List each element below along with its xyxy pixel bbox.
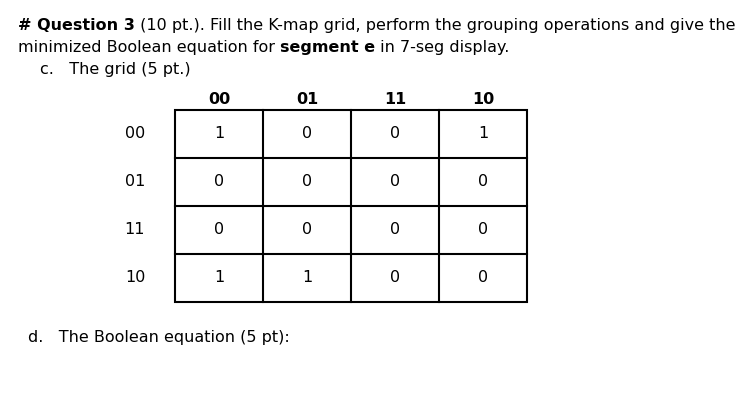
Text: 0: 0 [390,126,400,142]
Text: segment e: segment e [280,40,375,55]
Text: 0: 0 [478,222,488,237]
Text: 10: 10 [125,271,145,286]
Text: (10 pt.). Fill the K-map grid, perform the grouping operations and give the: (10 pt.). Fill the K-map grid, perform t… [135,18,735,33]
Text: 0: 0 [214,175,224,189]
Text: 0: 0 [478,175,488,189]
Text: 11: 11 [384,92,406,107]
Text: 1: 1 [302,271,312,286]
Text: c.   The grid (5 pt.): c. The grid (5 pt.) [40,62,190,77]
Text: in 7-seg display.: in 7-seg display. [375,40,510,55]
Text: minimized Boolean equation for: minimized Boolean equation for [18,40,280,55]
Text: 01: 01 [125,175,145,189]
Text: 0: 0 [390,222,400,237]
Text: 10: 10 [472,92,494,107]
Bar [175,110,527,302]
Text: 0: 0 [214,222,224,237]
Text: d.   The Boolean equation (5 pt):: d. The Boolean equation (5 pt): [28,330,290,345]
Text: 00: 00 [125,126,145,142]
Text: 1: 1 [214,126,224,142]
Text: # Question 3: # Question 3 [18,18,135,33]
Text: 00: 00 [208,92,230,107]
Text: 11: 11 [125,222,145,237]
Text: 1: 1 [478,126,488,142]
Text: 0: 0 [390,271,400,286]
Text: 1: 1 [214,271,224,286]
Text: 0: 0 [478,271,488,286]
Text: 0: 0 [302,222,312,237]
Text: 0: 0 [390,175,400,189]
Text: 0: 0 [302,175,312,189]
Text: 01: 01 [296,92,318,107]
Text: 0: 0 [302,126,312,142]
